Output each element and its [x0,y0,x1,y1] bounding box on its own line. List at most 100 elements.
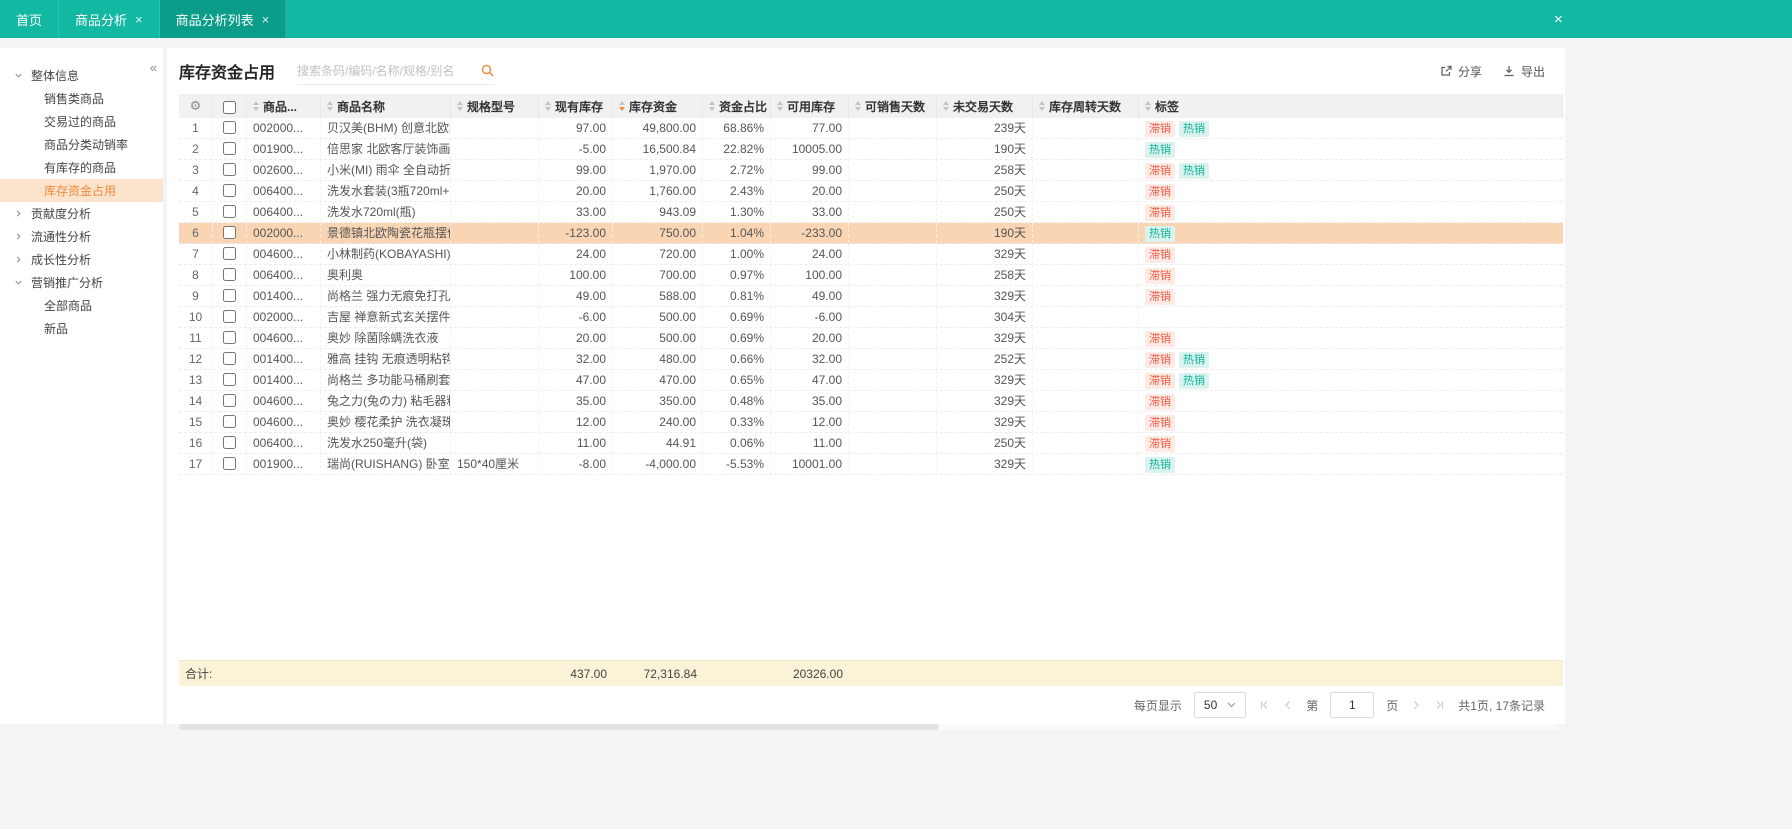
sort-down-caret [327,107,333,111]
cell-sell_days [849,286,937,306]
column-header-spec[interactable]: 规格型号 [451,94,539,118]
next-page-button[interactable] [1410,699,1422,711]
sidebar-item-sales-products[interactable]: 销售类商品 [0,87,163,110]
table-row[interactable]: 5 006400... 洗发水720ml(瓶) 33.00 943.09 1.30% 33.… [179,202,1563,223]
table-row[interactable]: 17 001900...瑞尚(RUISHANG) 卧室装...150*40厘米-8… [179,454,1563,475]
row-checkbox[interactable] [223,457,236,470]
tab-close-icon[interactable]: × [261,11,270,27]
row-select-cell [213,265,247,285]
sidebar-item-new-products[interactable]: 新品 [0,317,163,340]
tab-product-analysis-list[interactable]: 商品分析列表 × [159,0,287,38]
select-all-checkbox[interactable] [223,101,236,114]
prev-page-button[interactable] [1282,699,1294,711]
page-number-input[interactable] [1330,692,1375,718]
sidebar-collapse-button[interactable]: « [149,60,157,75]
scrollbar-thumb[interactable] [179,724,939,730]
cell-turnover_days [1033,181,1139,201]
row-checkbox[interactable] [223,436,236,449]
column-header-stock[interactable]: 现有库存 [539,94,613,118]
horizontal-scrollbar[interactable] [179,724,1559,730]
column-header-name[interactable]: 商品名称 [321,94,451,118]
table-row[interactable]: 1 002000...贝汉美(BHM) 创意北欧陶... 97.0049,800.0… [179,118,1563,139]
row-checkbox[interactable] [223,163,236,176]
row-checkbox[interactable] [223,226,236,239]
row-index: 10 [179,307,213,327]
tab-home[interactable]: 首页 [0,0,60,38]
sort-icon [457,101,463,111]
row-checkbox[interactable] [223,121,236,134]
cell-turnover_days [1033,118,1139,138]
column-header-idle_days[interactable]: 未交易天数 [937,94,1033,118]
column-header-turnover_days[interactable]: 库存周转天数 [1033,94,1139,118]
table-row[interactable]: 4006400...洗发水套装(3瓶720ml+1...20.001,760.0… [179,181,1563,202]
share-button[interactable]: 分享 [1439,63,1482,80]
column-header-ratio[interactable]: 资金占比 [703,94,771,118]
row-index: 5 [179,202,213,222]
table-row[interactable]: 16 006400... 洗发水250毫升(袋) 11.00 44.91 0.06% 11.… [179,433,1563,454]
table-row[interactable]: 2 001900...倍思家 北欧客厅装饰画卧室... -5.0016,500.84… [179,139,1563,160]
sidebar-item-overall-info[interactable]: 整体信息 [0,64,163,87]
export-button[interactable]: 导出 [1502,63,1545,80]
cell-turnover_days [1033,349,1139,369]
close-all-icon[interactable]: × [1554,10,1563,28]
table-row[interactable]: 8 006400... 奥利奥 100.00 700.00 0.97% 100.00 258天… [179,265,1563,286]
page-size-select[interactable]: 50 [1193,692,1247,718]
column-header-tags[interactable]: 标签 [1139,94,1563,118]
top-tab-bar: 首页 商品分析 × 商品分析列表 × × [0,0,1792,38]
row-checkbox[interactable] [223,394,236,407]
row-checkbox[interactable] [223,415,236,428]
column-header-fund[interactable]: 库存资金 [613,94,703,118]
column-header-code[interactable]: 商品... [247,94,321,118]
column-label: 可用库存 [787,99,836,114]
row-checkbox[interactable] [223,331,236,344]
first-page-button[interactable] [1258,699,1270,711]
row-checkbox[interactable] [223,142,236,155]
tag-stale: 滞销 [1145,414,1175,431]
row-checkbox[interactable] [223,205,236,218]
sidebar-item-traded-products[interactable]: 交易过的商品 [0,110,163,133]
column-settings-gear-icon[interactable]: ⚙ [179,94,213,118]
cell-fund: 500.00 [613,307,703,327]
sidebar-item-all-products[interactable]: 全部商品 [0,294,163,317]
row-checkbox[interactable] [223,373,236,386]
sidebar-item-marketing-analysis[interactable]: 营销推广分析 [0,271,163,294]
table-row[interactable]: 11 004600... 奥妙 除菌除螨洗衣液 20.00 500.00 0.69% 20.… [179,328,1563,349]
sidebar-item-growth-analysis[interactable]: 成长性分析 [0,248,163,271]
sidebar-item-inventory-fund-occupancy[interactable]: 库存资金占用 [0,179,163,202]
search-box [297,57,496,85]
row-checkbox[interactable] [223,247,236,260]
row-checkbox[interactable] [223,352,236,365]
row-checkbox[interactable] [223,310,236,323]
cell-fund: 480.00 [613,349,703,369]
cell-fund: 588.00 [613,286,703,306]
search-input[interactable] [297,63,477,78]
row-checkbox[interactable] [223,184,236,197]
column-header-avail[interactable]: 可用库存 [771,94,849,118]
cell-spec [451,244,539,264]
search-icon[interactable] [480,63,495,78]
last-page-button[interactable] [1434,699,1446,711]
sidebar-item-liquidity-analysis[interactable]: 流通性分析 [0,225,163,248]
sidebar-item-contribution-analysis[interactable]: 贡献度分析 [0,202,163,225]
sidebar-item-category-turnover-rate[interactable]: 商品分类动销率 [0,133,163,156]
tab-close-icon[interactable]: × [135,11,143,27]
sidebar-item-stocked-products[interactable]: 有库存的商品 [0,156,163,179]
page-size-value: 50 [1203,698,1218,712]
row-checkbox[interactable] [223,268,236,281]
row-checkbox[interactable] [223,289,236,302]
tag-hot: 热销 [1179,351,1209,368]
cell-name: 尚格兰 强力无痕免打孔浴室... [321,286,451,306]
cell-tags: 热销 [1139,223,1563,243]
tab-product-analysis[interactable]: 商品分析 × [59,0,160,38]
row-index: 16 [179,433,213,453]
column-header-sell_days[interactable]: 可销售天数 [849,94,937,118]
